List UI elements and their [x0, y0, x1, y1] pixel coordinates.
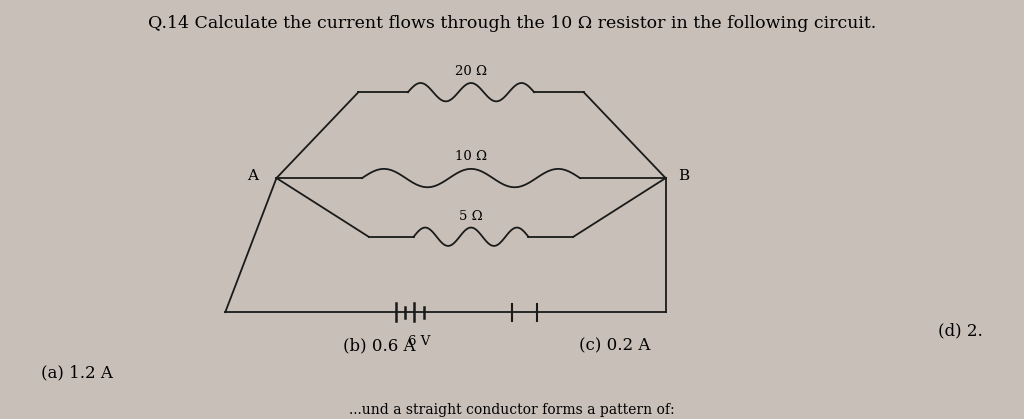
Text: ...und a straight conductor forms a pattern of:: ...und a straight conductor forms a patt…	[349, 403, 675, 417]
Text: 10 Ω: 10 Ω	[455, 150, 487, 163]
Text: A: A	[247, 169, 258, 183]
Text: (d) 2.: (d) 2.	[938, 323, 983, 339]
Text: Q.14 Calculate the current flows through the 10 Ω resistor in the following circ: Q.14 Calculate the current flows through…	[147, 15, 877, 32]
Text: (a) 1.2 A: (a) 1.2 A	[41, 365, 113, 381]
Text: (c) 0.2 A: (c) 0.2 A	[579, 337, 650, 354]
Text: 20 Ω: 20 Ω	[455, 65, 487, 78]
Text: 6 V: 6 V	[408, 335, 430, 348]
Text: (b) 0.6 A: (b) 0.6 A	[343, 337, 415, 354]
Text: 5 Ω: 5 Ω	[459, 210, 483, 223]
Text: B: B	[678, 169, 689, 183]
